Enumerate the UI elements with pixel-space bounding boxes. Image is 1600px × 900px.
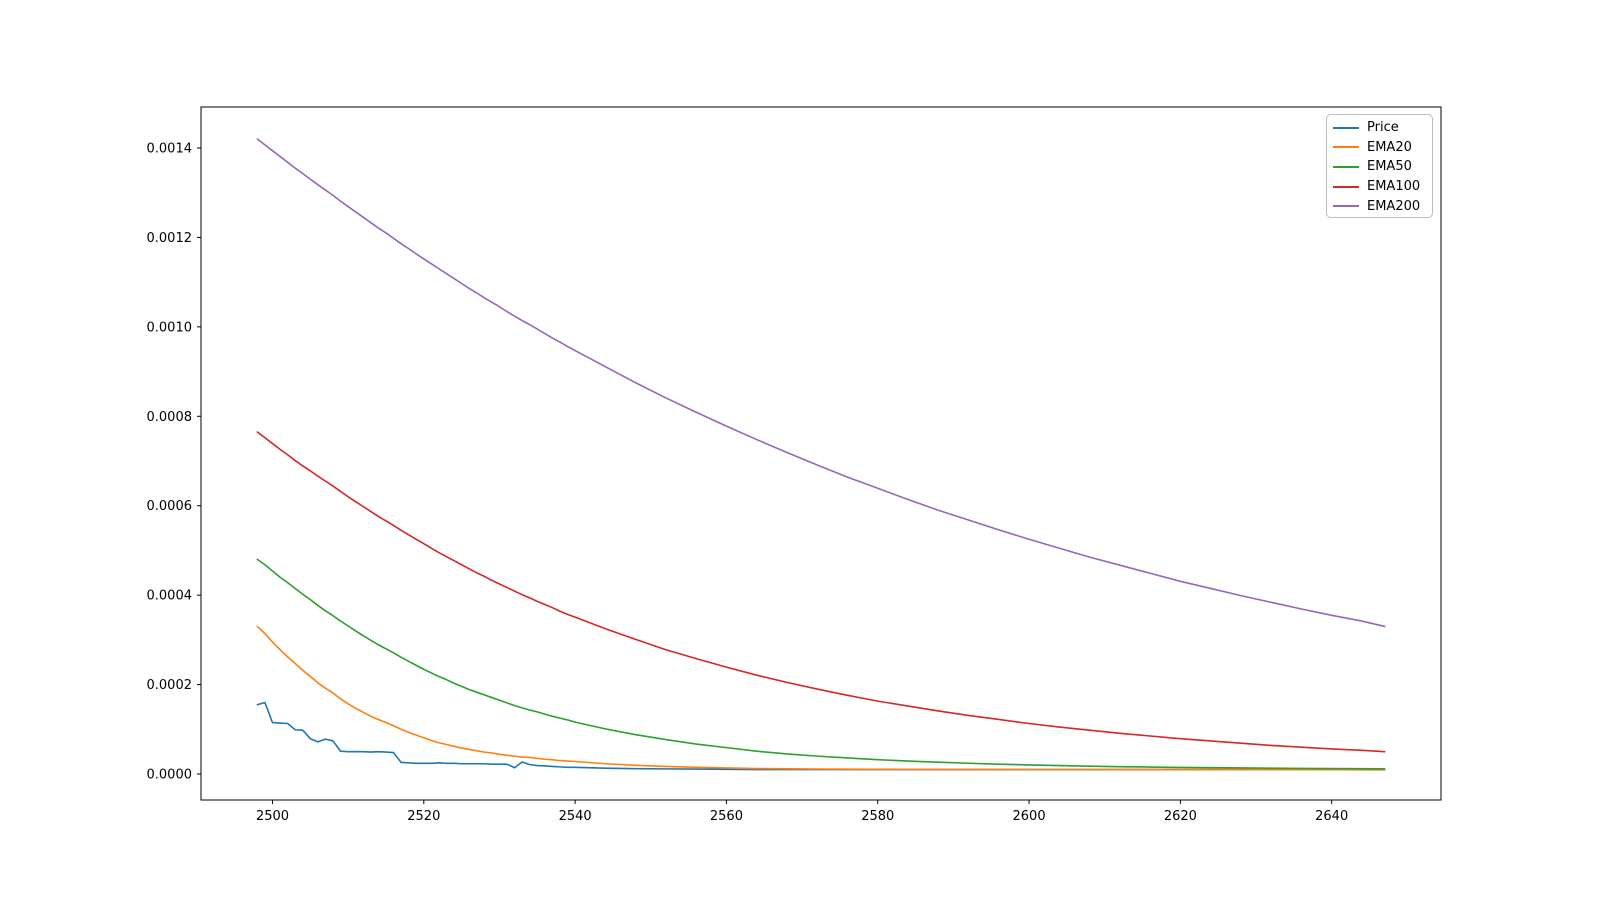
- legend-entry-ema20: EMA20: [1333, 138, 1432, 158]
- legend-line-sample-ema20: [1333, 146, 1359, 149]
- x-tick-label: 2560: [710, 809, 743, 824]
- legend-label-ema50: EMA50: [1367, 159, 1412, 175]
- legend-entry-ema200: EMA200: [1333, 196, 1432, 216]
- y-tick-label: 0.0010: [147, 320, 193, 335]
- y-tick-label: 0.0004: [147, 589, 193, 604]
- y-tick-label: 0.0012: [147, 231, 193, 246]
- x-tick-label: 2500: [256, 809, 289, 824]
- series-line-price: [256, 701, 1386, 771]
- x-tick-label: 2600: [1013, 809, 1046, 824]
- legend-entry-ema100: EMA100: [1333, 177, 1432, 197]
- series-line-ema100: [256, 431, 1386, 753]
- legend-label-price: Price: [1367, 120, 1399, 136]
- y-tick-label: 0.0002: [147, 678, 193, 693]
- legend-line-sample-ema200: [1333, 205, 1359, 208]
- legend-line-sample-price: [1333, 126, 1359, 129]
- y-tick-label: 0.0008: [147, 410, 193, 425]
- legend-label-ema200: EMA200: [1367, 198, 1421, 214]
- legend-entry-price: Price: [1333, 118, 1432, 138]
- legend-label-ema100: EMA100: [1367, 179, 1421, 195]
- x-tick-label: 2540: [559, 809, 592, 824]
- legend-line-sample-ema50: [1333, 165, 1359, 168]
- x-tick-label: 2520: [407, 809, 440, 824]
- series-line-ema20: [256, 625, 1386, 771]
- legend-label-ema20: EMA20: [1367, 139, 1412, 155]
- plot-frame: [200, 106, 1442, 801]
- y-tick-label: 0.0014: [147, 142, 193, 157]
- y-tick-label: 0.0000: [147, 768, 193, 783]
- legend-line-sample-ema100: [1333, 185, 1359, 188]
- legend-entry-ema50: EMA50: [1333, 157, 1432, 177]
- series-line-ema50: [256, 558, 1386, 770]
- legend-box: Price EMA20 EMA50 EMA100 EMA200: [1326, 114, 1433, 218]
- x-tick-label: 2580: [861, 809, 894, 824]
- series-line-ema200: [256, 138, 1386, 628]
- x-tick-label: 2620: [1164, 809, 1197, 824]
- y-tick-label: 0.0006: [147, 499, 193, 514]
- x-tick-label: 2640: [1315, 809, 1348, 824]
